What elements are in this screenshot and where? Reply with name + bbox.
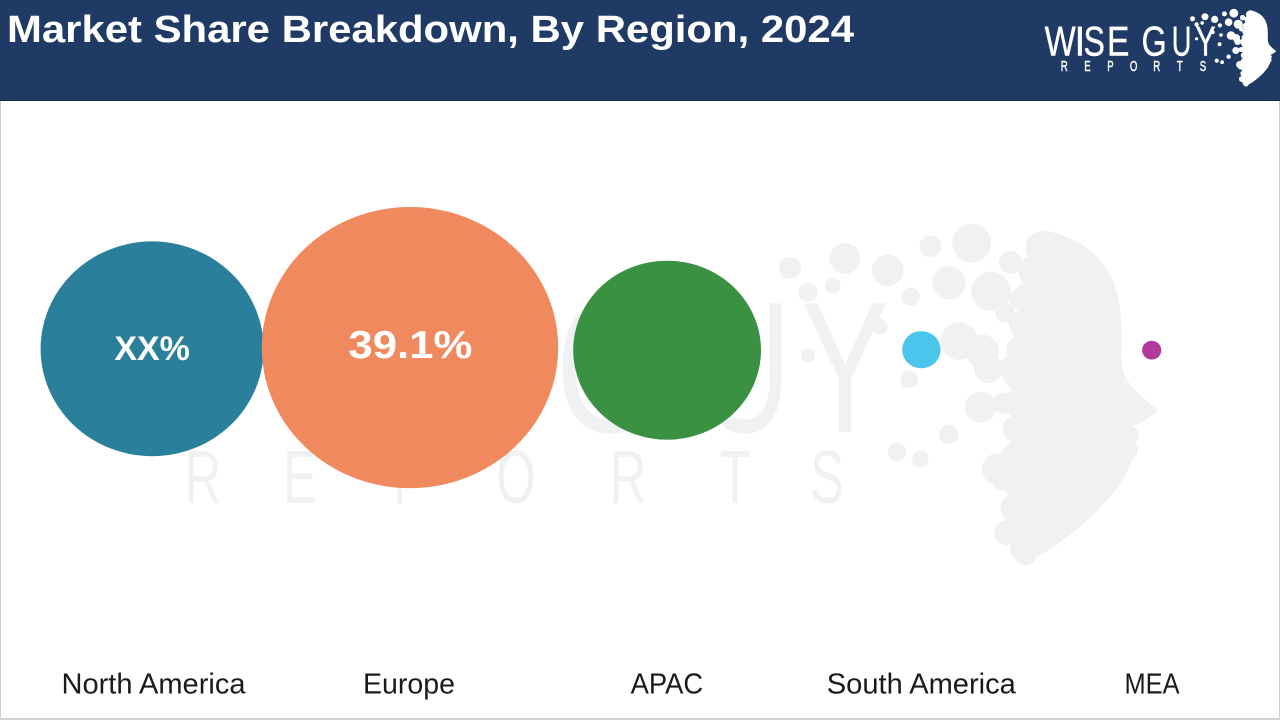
svg-text:R: R <box>1061 59 1068 75</box>
svg-text:S: S <box>1083 18 1104 65</box>
svg-text:39.1%: 39.1% <box>348 324 472 367</box>
svg-text:E: E <box>1107 18 1129 65</box>
svg-text:I: I <box>1075 18 1086 65</box>
svg-text:South America: South America <box>827 669 1016 701</box>
svg-text:Y: Y <box>1195 18 1215 65</box>
svg-text:T: T <box>1177 59 1183 75</box>
svg-text:W: W <box>1045 18 1076 65</box>
svg-text:G: G <box>1142 18 1167 65</box>
svg-text:R: R <box>1153 59 1160 75</box>
svg-text:O: O <box>1130 59 1138 75</box>
svg-text:T: T <box>720 435 751 519</box>
svg-text:Europe: Europe <box>363 669 455 701</box>
svg-text:Market Share Breakdown, By Reg: Market Share Breakdown, By Region, 2024 <box>7 9 854 51</box>
svg-text:S: S <box>1200 59 1206 75</box>
svg-text:E: E <box>1084 59 1090 75</box>
svg-text:North America: North America <box>62 669 246 701</box>
svg-text:MEA: MEA <box>1125 669 1180 701</box>
svg-text:P: P <box>1107 59 1113 75</box>
svg-text:XX%: XX% <box>114 330 190 368</box>
svg-text:U: U <box>1172 18 1192 65</box>
svg-text:S: S <box>810 435 844 519</box>
svg-text:APAC: APAC <box>631 669 704 701</box>
svg-text:R: R <box>610 435 647 519</box>
svg-text:Y: Y <box>801 263 889 472</box>
